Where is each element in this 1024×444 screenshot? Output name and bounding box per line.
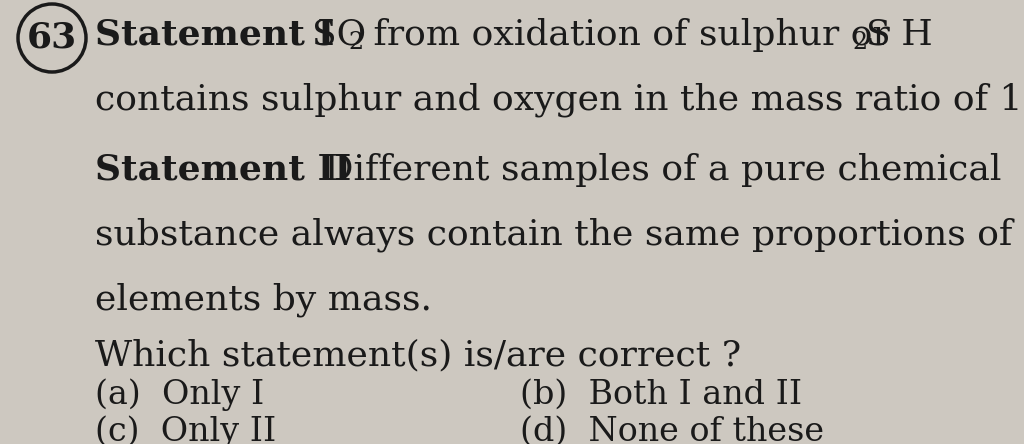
Text: S: S (866, 18, 891, 52)
Text: Which statement(s) is/are correct ?: Which statement(s) is/are correct ? (95, 338, 741, 372)
Text: substance always contain the same proportions of: substance always contain the same propor… (95, 218, 1013, 252)
Text: Different samples of a pure chemical: Different samples of a pure chemical (313, 153, 1001, 187)
Text: 2: 2 (852, 32, 867, 55)
Text: Statement II: Statement II (95, 153, 351, 187)
Text: contains sulphur and oxygen in the mass ratio of 1 :: contains sulphur and oxygen in the mass … (95, 83, 1024, 117)
Text: (b)  Both I and II: (b) Both I and II (520, 379, 802, 411)
Text: (a)  Only I: (a) Only I (95, 379, 264, 411)
Text: (c)  Only II: (c) Only II (95, 416, 276, 444)
Text: SO: SO (312, 18, 367, 52)
Text: (d)  None of these: (d) None of these (520, 416, 824, 444)
Text: Statement I: Statement I (95, 18, 335, 52)
Text: 63: 63 (27, 21, 77, 55)
Text: elements by mass.: elements by mass. (95, 283, 432, 317)
Text: from oxidation of sulphur or H: from oxidation of sulphur or H (362, 18, 933, 52)
Text: 2: 2 (348, 32, 364, 55)
